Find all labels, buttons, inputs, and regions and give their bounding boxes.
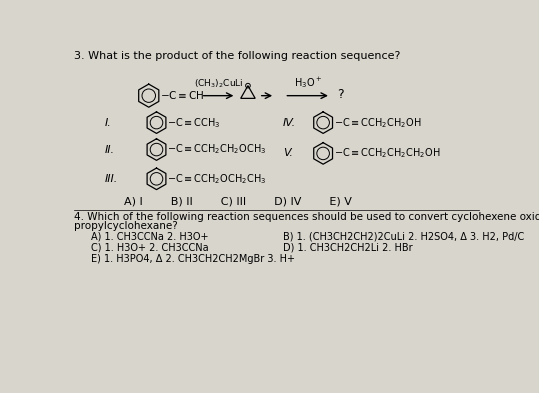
Text: III.: III. [105,174,118,184]
Text: 3. What is the product of the following reaction sequence?: 3. What is the product of the following … [74,51,400,61]
Text: $\mathsf{-C{\equiv}CCH_3}$: $\mathsf{-C{\equiv}CCH_3}$ [167,116,221,130]
Text: 4. Which of the following reaction sequences should be used to convert cyclohexe: 4. Which of the following reaction seque… [74,212,539,222]
Text: ?: ? [337,88,344,101]
Text: II.: II. [105,145,115,154]
Text: $\mathsf{H_3O^+}$: $\mathsf{H_3O^+}$ [294,75,322,90]
Text: A) I        B) II        C) III        D) IV        E) V: A) I B) II C) III D) IV E) V [110,196,352,206]
Text: propylcyclohexane?: propylcyclohexane? [74,221,177,231]
Text: V.: V. [283,149,293,158]
Text: $\mathsf{-C{\equiv}CH}$: $\mathsf{-C{\equiv}CH}$ [161,89,205,101]
Text: $\mathsf{-C{\equiv}CCH_2OCH_2CH_3}$: $\mathsf{-C{\equiv}CCH_2OCH_2CH_3}$ [167,172,267,186]
Text: D) 1. CH3CH2CH2Li 2. HBr: D) 1. CH3CH2CH2Li 2. HBr [283,243,412,253]
Text: $\mathsf{(CH_3)_2CuLi}$: $\mathsf{(CH_3)_2CuLi}$ [194,78,243,90]
Text: $\mathsf{-C{\equiv}CCH_2CH_2CH_2OH}$: $\mathsf{-C{\equiv}CCH_2CH_2CH_2OH}$ [334,147,440,160]
Text: $\mathsf{-C{\equiv}CCH_2CH_2OCH_3}$: $\mathsf{-C{\equiv}CCH_2CH_2OCH_3}$ [167,143,267,156]
Text: C) 1. H3O+ 2. CH3CCNa: C) 1. H3O+ 2. CH3CCNa [91,243,208,253]
Text: A) 1. CH3CCNa 2. H3O+: A) 1. CH3CCNa 2. H3O+ [91,232,208,242]
Text: E) 1. H3PO4, Δ 2. CH3CH2CH2MgBr 3. H+: E) 1. H3PO4, Δ 2. CH3CH2CH2MgBr 3. H+ [91,253,295,264]
Text: B) 1. (CH3CH2CH2)2CuLi 2. H2SO4, Δ 3. H2, Pd/C: B) 1. (CH3CH2CH2)2CuLi 2. H2SO4, Δ 3. H2… [283,232,524,242]
Text: $\mathsf{-C{\equiv}CCH_2CH_2OH}$: $\mathsf{-C{\equiv}CCH_2CH_2OH}$ [334,116,421,130]
Text: I.: I. [105,118,112,128]
Text: IV.: IV. [283,118,296,128]
